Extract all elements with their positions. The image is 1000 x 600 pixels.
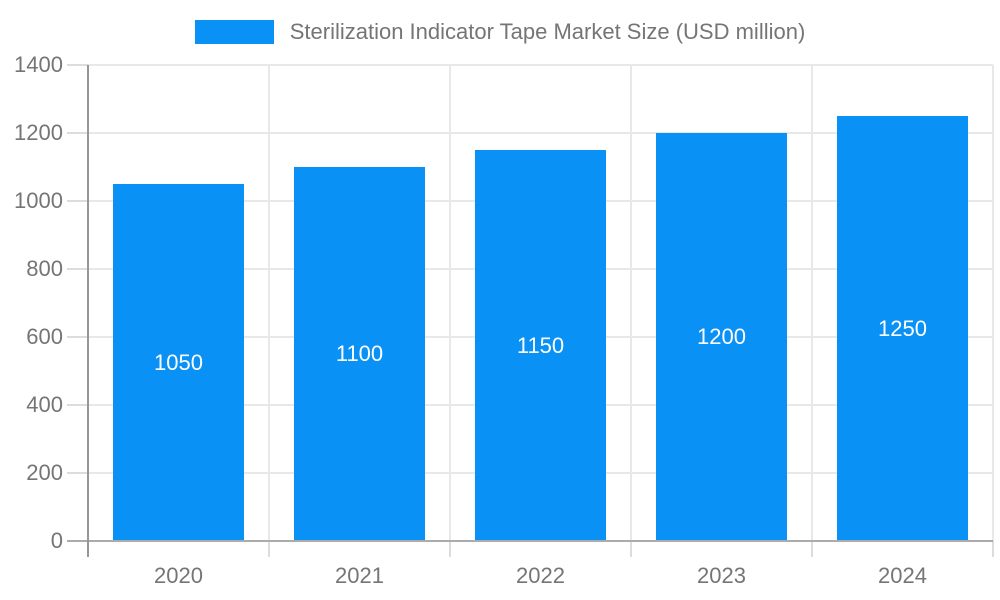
y-axis-tick — [67, 268, 88, 270]
y-axis-tick — [67, 200, 88, 202]
y-axis-tick — [67, 132, 88, 134]
bar-2022[interactable] — [475, 150, 606, 541]
x-axis-tick — [449, 541, 451, 557]
x-axis-label: 2021 — [335, 563, 384, 588]
x-gridline — [268, 65, 270, 541]
x-axis-tick — [992, 541, 994, 557]
y-axis-tick — [67, 336, 88, 338]
y-axis-label: 1000 — [14, 188, 63, 213]
y-axis-label: 1400 — [14, 52, 63, 77]
y-axis-label: 600 — [26, 324, 63, 349]
y-axis-label: 0 — [50, 528, 63, 553]
x-axis-label: 2023 — [697, 563, 746, 588]
y-axis-tick — [67, 404, 88, 406]
x-gridline — [992, 65, 994, 541]
legend-swatch-icon — [194, 20, 274, 44]
plot-area: 0 200 400 600 800 1000 1200 1400 1050 2020 1100 202… — [14, 52, 994, 588]
y-axis-label: 800 — [26, 256, 63, 281]
x-axis-label: 2020 — [154, 563, 203, 588]
x-axis-label: 2022 — [516, 563, 565, 588]
y-gridline — [88, 132, 993, 134]
x-gridline — [811, 65, 813, 541]
x-gridline — [630, 65, 632, 541]
bar-2024[interactable] — [837, 116, 968, 541]
bar-2023[interactable] — [656, 133, 787, 541]
y-axis-tick — [67, 472, 88, 474]
y-axis-label: 200 — [26, 460, 63, 485]
bar-2020[interactable] — [113, 184, 244, 541]
y-axis-line — [87, 65, 89, 557]
x-axis-line — [67, 540, 993, 542]
chart-legend[interactable]: Sterilization Indicator Tape Market Size… — [0, 18, 1000, 46]
x-axis-tick — [811, 541, 813, 557]
chart-title: Sterilization Indicator Tape Market Size… — [289, 19, 806, 44]
x-axis-tick — [630, 541, 632, 557]
bar-2021[interactable] — [294, 167, 425, 541]
y-gridline — [88, 64, 993, 66]
x-axis-tick — [268, 541, 270, 557]
x-axis-label: 2024 — [878, 563, 927, 588]
y-axis-label: 1200 — [14, 120, 63, 145]
x-gridline — [449, 65, 451, 541]
y-axis-tick — [67, 64, 88, 66]
y-axis-label: 400 — [26, 392, 63, 417]
